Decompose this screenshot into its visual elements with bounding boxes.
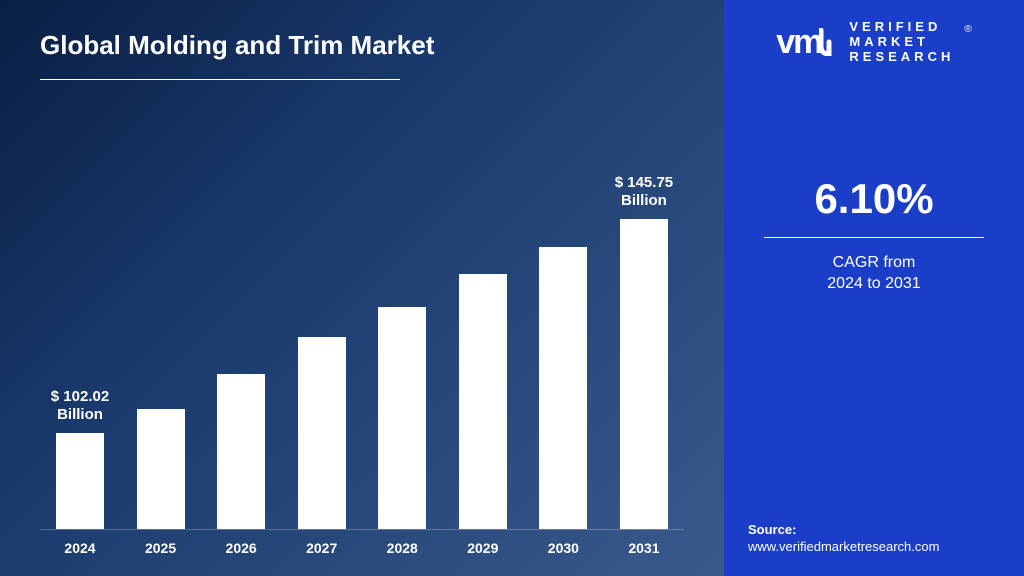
bar: [217, 374, 265, 529]
bar: [56, 433, 104, 529]
bar: [620, 219, 668, 529]
bar-group: $ 145.75Billion: [614, 219, 674, 529]
chart-wrap: $ 102.02Billion$ 145.75Billion 202420252…: [40, 110, 684, 556]
bar: [539, 247, 587, 529]
bar: [137, 409, 185, 529]
cagr-block: 6.10% CAGR from 2024 to 2031: [748, 175, 1000, 295]
bar: [378, 307, 426, 529]
page-title: Global Molding and Trim Market: [40, 30, 684, 61]
bar-group: $ 102.02Billion: [50, 433, 110, 529]
bar: [459, 274, 507, 529]
x-axis-label: 2025: [131, 540, 191, 556]
bar-chart: $ 102.02Billion $ 145.75Billion: [40, 190, 684, 530]
bar-value-label: $ 145.75Billion: [615, 174, 673, 212]
x-axis-label: 2026: [211, 540, 271, 556]
source-label: Source:: [748, 521, 939, 539]
bar-value-label: $ 102.02Billion: [51, 388, 109, 426]
registered-icon: ®: [964, 24, 971, 35]
bar-group: [533, 247, 593, 529]
x-axis-labels: 2024 2025 2026 2027 2028 2029 2030 2031: [40, 530, 684, 556]
cagr-value: 6.10%: [748, 175, 1000, 223]
bar-group: [372, 307, 432, 529]
logo-text: VERIFIED MARKET RESEARCH: [849, 20, 954, 65]
x-axis-label: 2027: [292, 540, 352, 556]
chart-panel: Global Molding and Trim Market $ 102.02B…: [0, 0, 724, 576]
bar-group: [453, 274, 513, 529]
cagr-underline: [764, 237, 984, 238]
title-underline: [40, 79, 400, 80]
source-citation: Source: www.verifiedmarketresearch.com: [748, 521, 939, 556]
x-axis-label: 2030: [533, 540, 593, 556]
bar: [298, 337, 346, 529]
cagr-description: CAGR from 2024 to 2031: [748, 252, 1000, 295]
x-axis-label: 2031: [614, 540, 674, 556]
brand-logo: vm VERIFIED MARKET RESEARCH ®: [776, 20, 971, 65]
bar-group: [131, 409, 191, 529]
bar-group: [211, 374, 271, 529]
logo-mark-icon: vm: [776, 23, 839, 62]
bar-group: [292, 337, 352, 529]
x-axis-label: 2024: [50, 540, 110, 556]
source-url: www.verifiedmarketresearch.com: [748, 538, 939, 556]
sidebar-panel: vm VERIFIED MARKET RESEARCH ® 6.10% CAGR…: [724, 0, 1024, 576]
x-axis-label: 2029: [453, 540, 513, 556]
x-axis-label: 2028: [372, 540, 432, 556]
